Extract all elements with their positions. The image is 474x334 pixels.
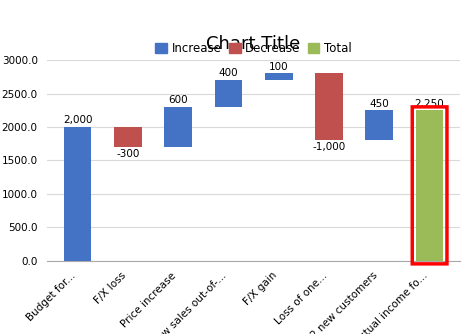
Bar: [64, 127, 91, 261]
Text: -300: -300: [116, 149, 139, 159]
Bar: [365, 110, 393, 140]
Text: 100: 100: [269, 62, 289, 72]
Text: 400: 400: [219, 68, 238, 78]
Bar: [315, 73, 343, 140]
Text: 2,000: 2,000: [63, 115, 92, 125]
Bar: [416, 110, 444, 261]
Bar: [265, 73, 292, 80]
Text: -1,000: -1,000: [312, 142, 346, 152]
Text: 450: 450: [369, 99, 389, 109]
Legend: Increase, Decrease, Total: Increase, Decrease, Total: [153, 40, 355, 58]
Title: Chart Title: Chart Title: [207, 35, 301, 53]
Bar: [114, 127, 142, 147]
Text: 600: 600: [168, 95, 188, 105]
Bar: [215, 80, 242, 107]
Text: 2,250: 2,250: [415, 99, 445, 109]
Bar: [164, 107, 192, 147]
